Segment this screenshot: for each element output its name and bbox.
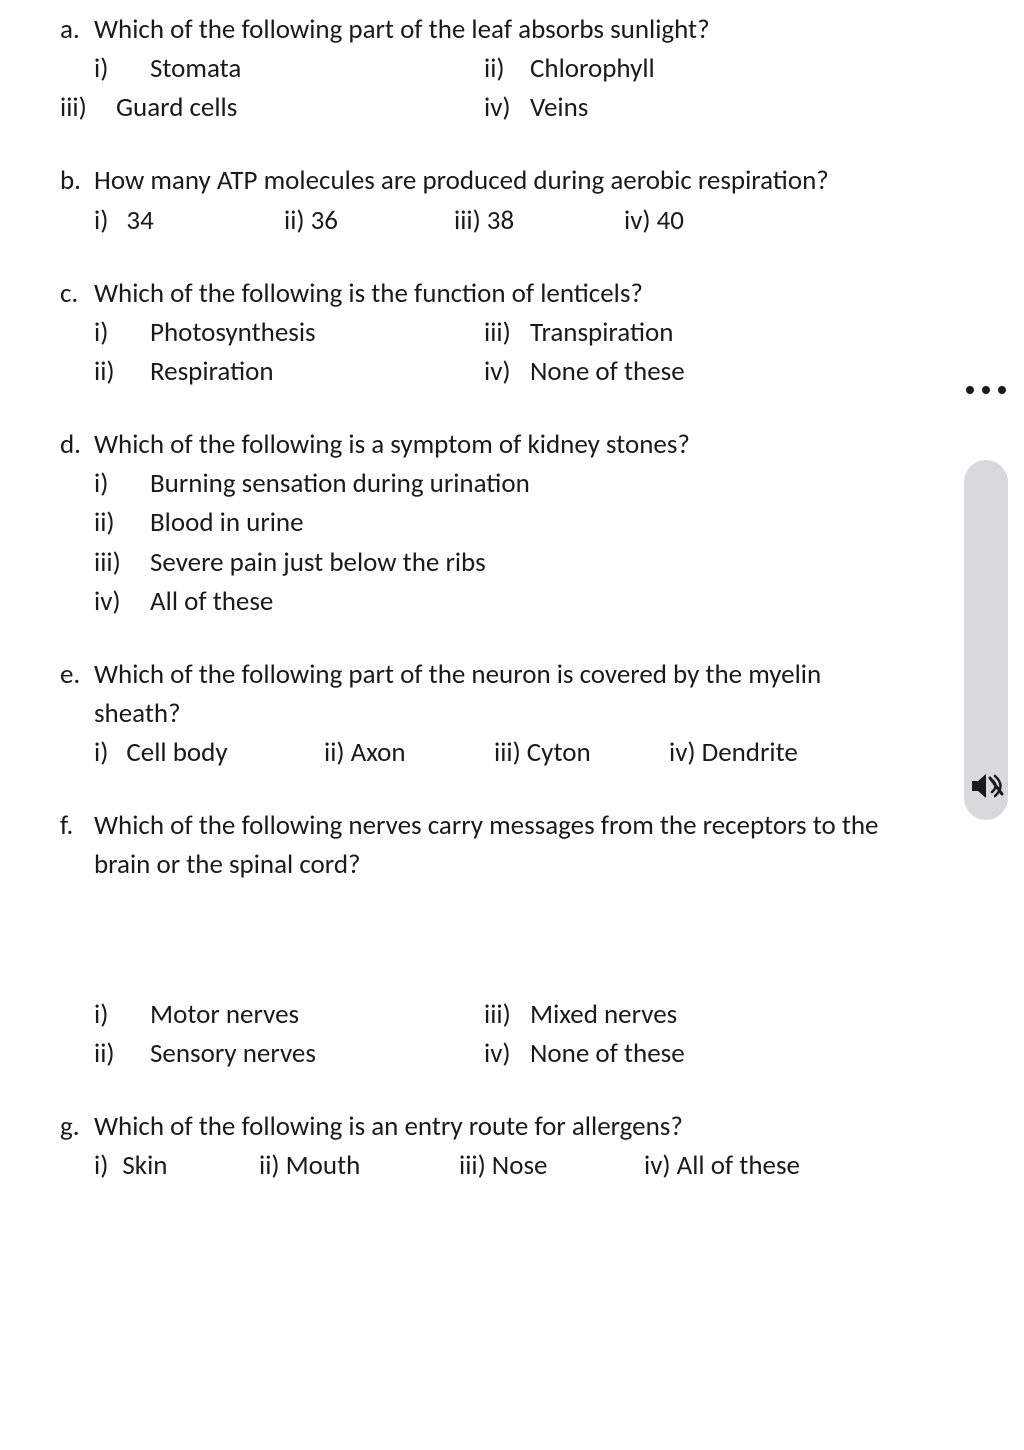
option-text: Motor nerves: [150, 995, 484, 1034]
question-stem: Which of the following is an entry route…: [94, 1107, 890, 1146]
option-text: Respiration: [150, 352, 484, 391]
option-text: Sensory nerves: [150, 1034, 484, 1073]
option-num: iv): [484, 352, 530, 391]
option-num: iv): [484, 1034, 530, 1073]
mute-icon[interactable]: [966, 766, 1006, 806]
option-num: i): [94, 201, 108, 240]
option-num: ii): [484, 49, 530, 88]
option-num: i): [94, 313, 150, 352]
option-num: iii): [94, 543, 150, 582]
option-num: iv): [484, 88, 530, 127]
question-stem: Which of the following part of the neuro…: [94, 655, 890, 733]
option-num: iii): [454, 201, 481, 240]
option-num: iv): [644, 1146, 671, 1185]
option-text: Photosynthesis: [150, 313, 484, 352]
option-text: Transpiration: [530, 313, 890, 352]
question-e: e. Which of the following part of the ne…: [60, 655, 890, 772]
option-text: Axon: [351, 733, 406, 772]
option-num: iv): [94, 582, 150, 621]
option-num: iii): [484, 995, 530, 1034]
question-letter: b.: [60, 161, 94, 200]
option-text: All of these: [150, 582, 273, 621]
option-text: Mouth: [286, 1146, 361, 1185]
option-text: Veins: [530, 88, 890, 127]
question-letter: a.: [60, 10, 94, 49]
question-letter: f.: [60, 806, 94, 884]
option-text: Guard cells: [116, 88, 450, 127]
option-text: Burning sensation during urination: [150, 464, 530, 503]
option-num: iv): [669, 733, 696, 772]
option-text: Nose: [492, 1146, 548, 1185]
question-page: a. Which of the following part of the le…: [0, 0, 920, 1195]
option-text: 34: [126, 201, 153, 240]
question-stem: Which of the following nerves carry mess…: [94, 806, 890, 884]
option-num: i): [94, 1146, 108, 1185]
question-stem: How many ATP molecules are produced duri…: [94, 161, 890, 200]
option-text: 40: [657, 201, 684, 240]
option-num: ii): [324, 733, 345, 772]
option-num: ii): [94, 1034, 150, 1073]
option-num: ii): [284, 201, 305, 240]
more-options-icon[interactable]: [964, 386, 1008, 394]
option-num: iv): [624, 201, 651, 240]
question-c: c. Which of the following is the functio…: [60, 274, 890, 391]
option-text: Cell body: [126, 733, 227, 772]
question-d: d. Which of the following is a symptom o…: [60, 425, 890, 621]
question-letter: d.: [60, 425, 94, 464]
question-g: g. Which of the following is an entry ro…: [60, 1107, 890, 1185]
option-text: Skin: [122, 1146, 167, 1185]
question-letter: e.: [60, 655, 94, 733]
option-text: Stomata: [150, 49, 484, 88]
option-num: i): [94, 733, 108, 772]
question-stem: Which of the following is the function o…: [94, 274, 890, 313]
option-num: iii): [494, 733, 521, 772]
option-num: iii): [459, 1146, 486, 1185]
option-num: ii): [94, 503, 150, 542]
option-text: Cyton: [527, 733, 591, 772]
question-stem: Which of the following part of the leaf …: [94, 10, 890, 49]
question-letter: g.: [60, 1107, 94, 1146]
option-num: i): [94, 995, 150, 1034]
option-text: Chlorophyll: [530, 49, 890, 88]
option-num: ii): [94, 352, 150, 391]
option-text: Dendrite: [702, 733, 798, 772]
question-a: a. Which of the following part of the le…: [60, 10, 890, 127]
option-num: ii): [259, 1146, 280, 1185]
option-text: None of these: [530, 1034, 890, 1073]
option-text: Severe pain just below the ribs: [150, 543, 486, 582]
option-text: None of these: [530, 352, 890, 391]
option-text: 36: [311, 201, 338, 240]
option-text: All of these: [677, 1146, 800, 1185]
question-f: f. Which of the following nerves carry m…: [60, 806, 890, 1073]
option-text: 38: [487, 201, 514, 240]
option-num: i): [94, 464, 150, 503]
option-text: Mixed nerves: [530, 995, 890, 1034]
option-text: Blood in urine: [150, 503, 304, 542]
option-num: i): [94, 49, 150, 88]
option-num: iii): [484, 313, 530, 352]
question-letter: c.: [60, 274, 94, 313]
question-stem: Which of the following is a symptom of k…: [94, 425, 890, 464]
question-b: b. How many ATP molecules are produced d…: [60, 161, 890, 239]
